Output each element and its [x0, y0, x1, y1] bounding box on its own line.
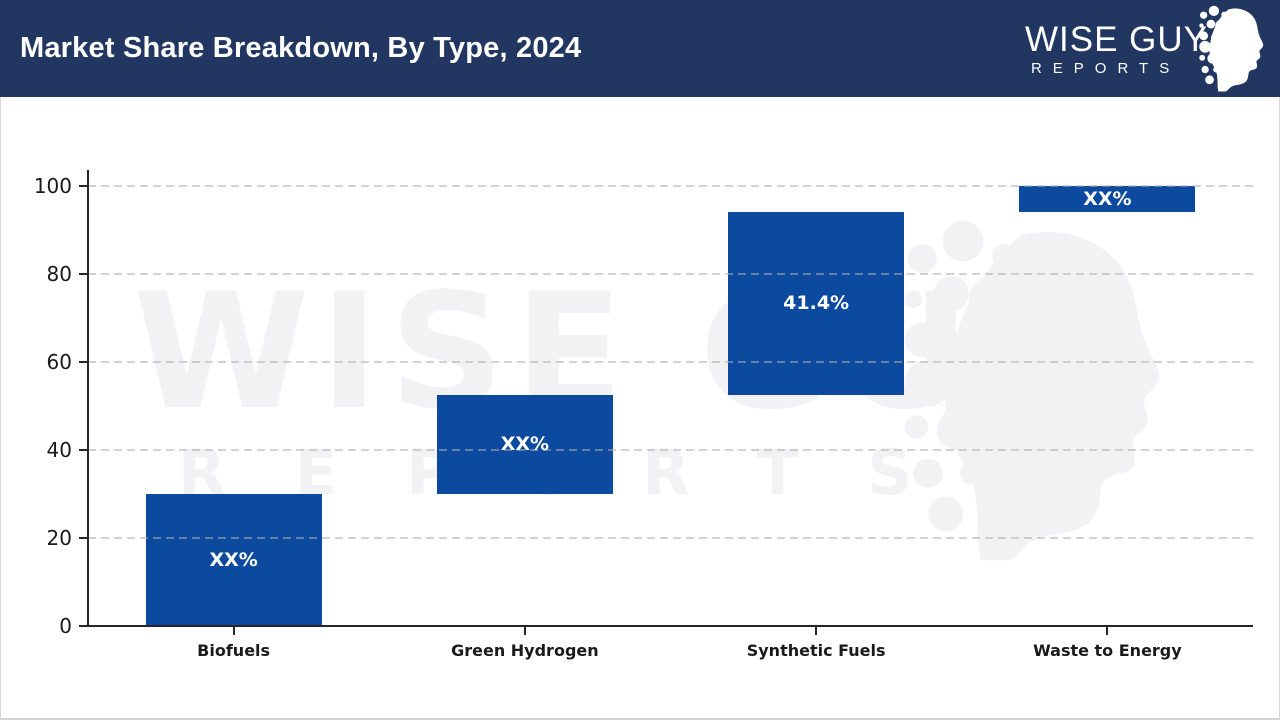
gridline — [88, 361, 1253, 363]
bar-value-label: 41.4% — [783, 292, 850, 315]
watermark-face-icon — [893, 218, 1185, 566]
y-axis-tick — [79, 537, 87, 539]
bar — [728, 212, 905, 395]
y-tick-label: 40 — [46, 438, 72, 462]
y-axis-tick — [79, 273, 87, 275]
x-tick-label: Biofuels — [197, 641, 271, 660]
bar-value-label: XX% — [1083, 188, 1132, 211]
y-axis-tick — [79, 185, 87, 187]
y-axis-tick — [79, 449, 87, 451]
gridline — [88, 273, 1253, 275]
y-axis-tick — [79, 361, 87, 363]
y-axis-tick — [79, 625, 87, 627]
y-tick-label: 100 — [33, 174, 72, 198]
bar-value-label: XX% — [209, 549, 258, 571]
brand-logo: WISE GUY REPORTS — [1025, 5, 1280, 93]
bar-value-label: XX% — [500, 433, 550, 456]
x-axis-line — [86, 625, 1253, 627]
x-axis-tick — [523, 627, 526, 635]
bar — [145, 494, 322, 626]
y-tick-label: 80 — [46, 262, 72, 286]
bar — [436, 394, 613, 494]
brand-logo-text: WISE GUY REPORTS — [1025, 22, 1208, 76]
x-axis-tick — [232, 627, 235, 635]
app-header: Market Share Breakdown, By Type, 2024 WI… — [0, 0, 1280, 97]
x-axis-tick — [815, 627, 818, 635]
brand-subtitle: REPORTS — [1030, 59, 1181, 77]
x-axis-tick — [1106, 627, 1109, 635]
page-title: Market Share Breakdown, By Type, 2024 — [20, 32, 582, 64]
y-tick-label: 60 — [46, 350, 72, 374]
gridline — [88, 449, 1253, 451]
brand-name: WISE GUY — [1024, 19, 1208, 59]
y-tick-label: 0 — [59, 614, 72, 638]
x-tick-label: Waste to Energy — [1033, 641, 1182, 660]
x-tick-label: Green Hydrogen — [451, 641, 599, 660]
y-axis-line — [87, 170, 89, 627]
x-tick-label: Synthetic Fuels — [746, 641, 886, 660]
y-tick-label: 20 — [46, 526, 72, 550]
gridline — [88, 185, 1253, 187]
gridline — [88, 537, 1253, 539]
bar — [1019, 186, 1196, 213]
